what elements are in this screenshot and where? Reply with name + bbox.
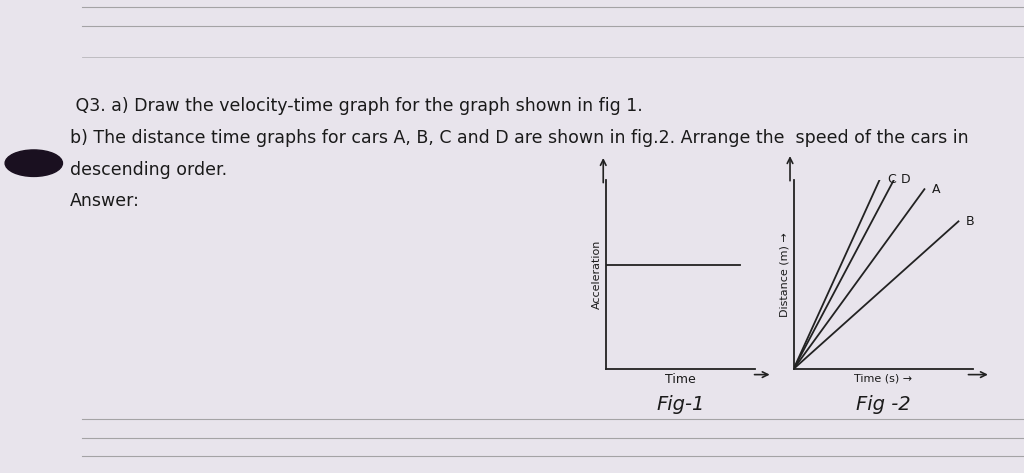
X-axis label: Time (s) →: Time (s) → [854,373,912,383]
Text: A: A [932,183,940,196]
Y-axis label: Acceleration: Acceleration [592,240,602,309]
Y-axis label: Distance (m) →: Distance (m) → [779,232,790,317]
Text: Q3. a) Draw the velocity-time graph for the graph shown in fig 1.: Q3. a) Draw the velocity-time graph for … [70,97,642,115]
Text: descending order.: descending order. [70,161,226,179]
Text: C: C [887,173,896,186]
Text: Answer:: Answer: [70,192,139,210]
Text: b) The distance time graphs for cars A, B, C and D are shown in fig.2. Arrange t: b) The distance time graphs for cars A, … [70,129,969,147]
Text: D: D [901,173,910,186]
Text: Fig -2: Fig -2 [856,395,910,414]
Text: Fig-1: Fig-1 [656,395,705,414]
Circle shape [5,150,62,176]
Text: B: B [966,215,974,228]
X-axis label: Time: Time [665,373,696,386]
